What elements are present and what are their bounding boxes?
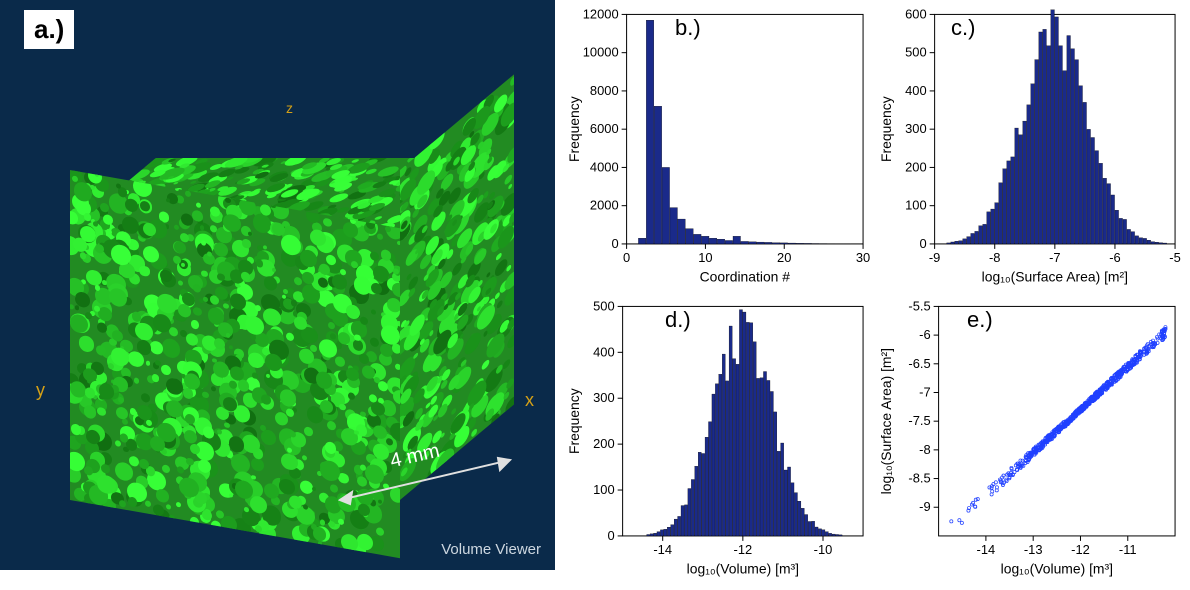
svg-text:Frequency: Frequency [878, 96, 894, 162]
chart-d-panel: 0 100 200 300 400 500 -14 -12 -10 log₁₀(Volume) [… [565, 292, 873, 580]
svg-text:-14: -14 [653, 542, 672, 557]
svg-text:-13: -13 [1024, 542, 1043, 557]
svg-text:100: 100 [905, 198, 927, 213]
svg-text:400: 400 [905, 83, 927, 98]
chart-e-panel: -9 -8.5 -8 -7.5 -7 -6.5 -6 -5.5 -14 -13 -12 -11 log₁… [877, 292, 1185, 580]
svg-text:-7: -7 [1049, 250, 1060, 265]
svg-text:30: 30 [856, 250, 870, 265]
svg-text:8000: 8000 [590, 83, 619, 98]
svg-text:-12: -12 [1071, 542, 1090, 557]
chart-c-label: c.) [951, 15, 975, 41]
chart-d-svg: 0 100 200 300 400 500 -14 -12 -10 log₁₀(Volume) [… [565, 292, 873, 580]
svg-text:-9: -9 [919, 499, 930, 514]
svg-text:6000: 6000 [590, 121, 619, 136]
svg-text:500: 500 [905, 45, 927, 60]
svg-text:Frequency: Frequency [566, 96, 582, 162]
svg-text:-5.5: -5.5 [908, 299, 930, 314]
chart-d-label: d.) [665, 307, 691, 333]
svg-text:-8.5: -8.5 [908, 471, 930, 486]
svg-text:-8: -8 [989, 250, 1000, 265]
svg-text:-8: -8 [919, 442, 930, 457]
svg-text:300: 300 [593, 390, 615, 405]
svg-text:500: 500 [593, 299, 615, 314]
chart-e-label: e.) [967, 307, 993, 333]
chart-c-panel: 0 100 200 300 400 500 600 -9 -8 -7 -6 -5 log₁₀(Surfa… [877, 0, 1185, 288]
svg-text:-7: -7 [919, 385, 930, 400]
axis-y-label: y [36, 380, 45, 401]
volume-viewer-label: Volume Viewer [441, 541, 541, 558]
svg-text:log₁₀(Surface Area) [m²]: log₁₀(Surface Area) [m²] [982, 269, 1128, 285]
svg-text:300: 300 [905, 121, 927, 136]
svg-text:Frequency: Frequency [566, 388, 582, 454]
svg-text:log₁₀(Volume) [m³]: log₁₀(Volume) [m³] [1001, 561, 1113, 577]
chart-c-svg: 0 100 200 300 400 500 600 -9 -8 -7 -6 -5 log₁₀(Surfa… [877, 0, 1185, 288]
svg-text:log₁₀(Surface Area) [m²]: log₁₀(Surface Area) [m²] [878, 348, 894, 494]
chart-b-label: b.) [675, 15, 701, 41]
svg-text:log₁₀(Volume) [m³]: log₁₀(Volume) [m³] [687, 561, 799, 577]
charts-grid: 0200040006000800010000120000102030Coordi… [565, 0, 1185, 570]
svg-text:12000: 12000 [583, 6, 619, 21]
svg-text:2000: 2000 [590, 198, 619, 213]
svg-text:-11: -11 [1119, 542, 1137, 557]
cube-right-face [400, 74, 514, 500]
svg-text:10: 10 [698, 250, 712, 265]
svg-text:10000: 10000 [583, 45, 619, 60]
svg-text:Coordination #: Coordination # [700, 269, 791, 285]
svg-text:200: 200 [593, 436, 615, 451]
svg-text:0: 0 [607, 528, 614, 543]
svg-text:-10: -10 [814, 542, 833, 557]
panel-a: a.) y x z 4 mm Volume Viewer [0, 0, 555, 570]
svg-text:400: 400 [593, 344, 615, 359]
svg-text:600: 600 [905, 6, 927, 21]
svg-text:-12: -12 [734, 542, 753, 557]
svg-text:200: 200 [905, 159, 927, 174]
svg-text:-9: -9 [929, 250, 940, 265]
svg-text:0: 0 [623, 250, 630, 265]
chart-e-svg: -9 -8.5 -8 -7.5 -7 -6.5 -6 -5.5 -14 -13 -12 -11 log₁… [877, 292, 1185, 580]
axis-x-label: x [525, 390, 534, 411]
svg-text:-5: -5 [1169, 250, 1180, 265]
svg-text:-6: -6 [919, 327, 930, 342]
svg-text:-6.5: -6.5 [908, 356, 930, 371]
svg-text:4000: 4000 [590, 159, 619, 174]
svg-text:0: 0 [611, 236, 618, 251]
svg-text:-6: -6 [1109, 250, 1120, 265]
svg-text:0: 0 [919, 236, 926, 251]
svg-text:20: 20 [777, 250, 791, 265]
svg-text:100: 100 [593, 482, 615, 497]
chart-b-svg: 0 2000 4000 6000 8000 10000 12000 0 10 20 30 Coordi… [565, 0, 873, 288]
figure-container: a.) y x z 4 mm Volume Viewer 02000400060… [0, 0, 1190, 580]
svg-text:-7.5: -7.5 [908, 413, 930, 428]
cube-3d-scene: y x z 4 mm [40, 40, 510, 510]
axis-z-label: z [286, 100, 293, 116]
chart-b-panel: 0 2000 4000 6000 8000 10000 12000 0 10 20 30 Coordi… [565, 0, 873, 288]
svg-text:-14: -14 [977, 542, 996, 557]
